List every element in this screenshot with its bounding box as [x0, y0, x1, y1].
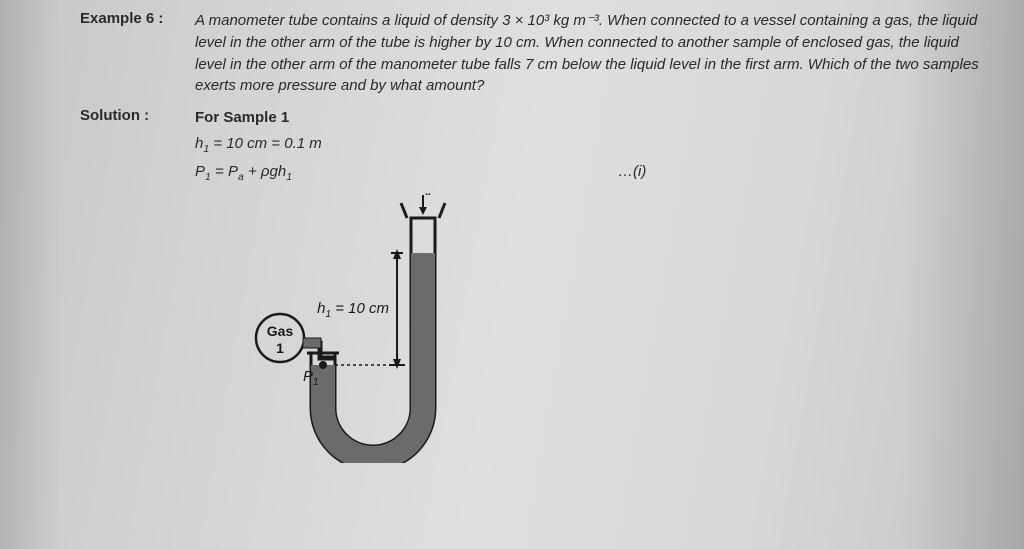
eq2-left: P1 = Pa + ρgh1: [195, 161, 292, 185]
connector-joint: [303, 338, 321, 348]
problem-text: A manometer tube contains a liquid of de…: [195, 10, 984, 97]
page-shade-left: [0, 0, 60, 549]
gas-vessel: Gas 1: [256, 314, 304, 362]
equation-h1: h1 = 10 cm = 0.1 m: [195, 133, 984, 157]
example-label: Example 6 :: [80, 10, 195, 27]
eq1-text: h1 = 10 cm = 0.1 m: [195, 135, 322, 152]
solution-row: Solution : For Sample 1 h1 = 10 cm = 0.1…: [80, 107, 984, 470]
gas-label-text: Gas: [267, 323, 294, 339]
manometer-diagram: Gas 1 Pa: [235, 193, 984, 470]
example-row: Example 6 : A manometer tube contains a …: [80, 10, 984, 97]
pa-arrow-head: [419, 207, 427, 215]
manometer-svg: Gas 1 Pa: [235, 193, 495, 463]
solution-label: Solution :: [80, 107, 195, 124]
page-content: Example 6 : A manometer tube contains a …: [80, 10, 984, 549]
equation-p1: P1 = Pa + ρgh1 …(i): [195, 161, 984, 185]
eq2-num: …(i): [618, 161, 658, 183]
p1-dot: [319, 361, 327, 369]
height-label: h1 = 10 cm: [317, 300, 389, 320]
solution-body: For Sample 1 h1 = 10 cm = 0.1 m P1 = Pa …: [195, 107, 984, 470]
sample-heading: For Sample 1: [195, 107, 984, 129]
gas-num-text: 1: [276, 340, 284, 356]
